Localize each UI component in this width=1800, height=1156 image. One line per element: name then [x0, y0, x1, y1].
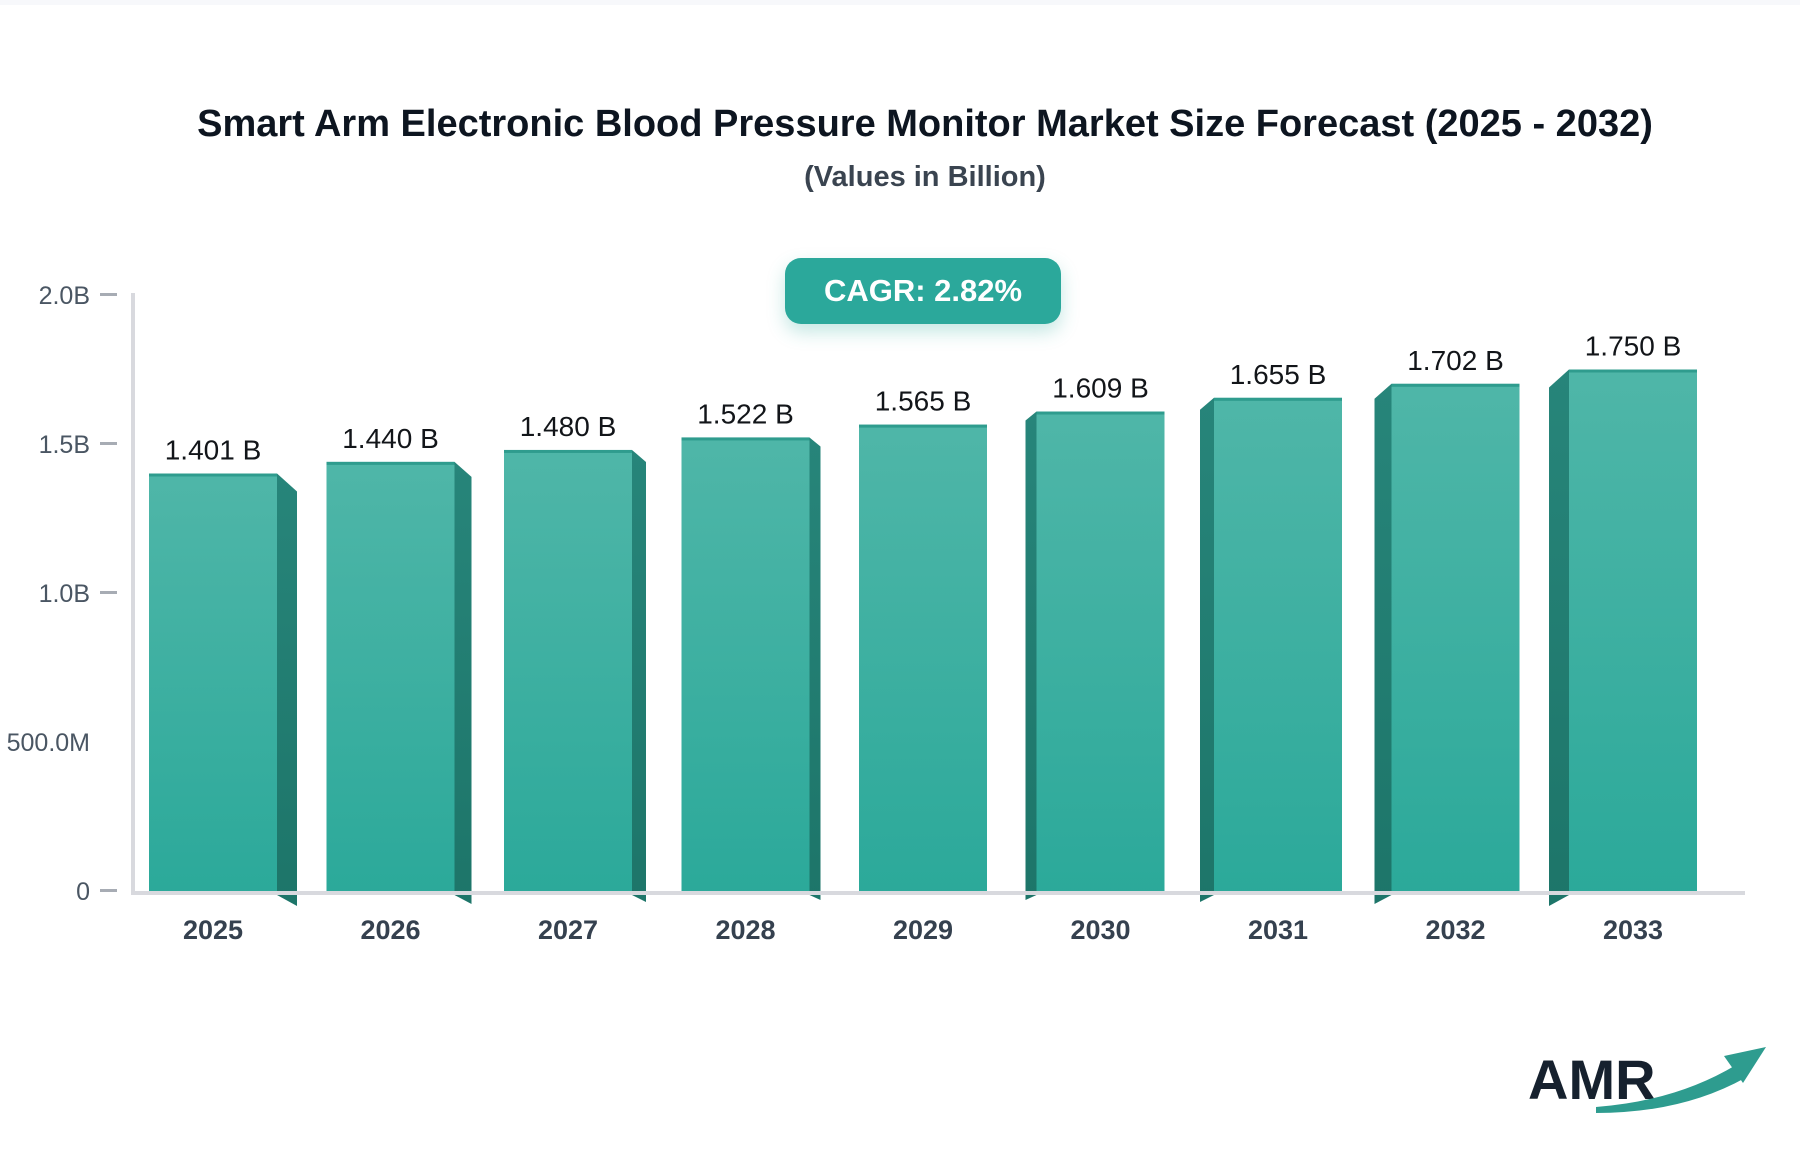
bar-2033: 1.750 B	[1549, 331, 1697, 906]
bar-2027: 1.480 B	[504, 411, 646, 902]
bar-value-label: 1.401 B	[165, 435, 262, 466]
bar-top-edge	[1036, 411, 1165, 415]
bar-side-face	[1549, 369, 1569, 906]
bar-side-face	[277, 473, 297, 906]
bar-top-edge	[681, 437, 810, 441]
cagr-badge-label: CAGR: 2.82%	[823, 273, 1023, 308]
bar-value-label: 1.702 B	[1407, 345, 1504, 376]
bar-front-face	[326, 461, 455, 895]
bar-value-label: 1.565 B	[875, 386, 972, 417]
bar-2030: 1.609 B	[1025, 373, 1165, 900]
bar-front-face	[681, 437, 810, 895]
bar-side-face	[809, 437, 821, 900]
bar-top-edge	[1214, 397, 1342, 401]
chart-subtitle: (Values in Billion)	[804, 160, 1046, 193]
bar-front-face	[1036, 411, 1165, 895]
bar-side-face	[1374, 383, 1392, 905]
bar-front-face	[149, 473, 277, 895]
bar-value-label: 1.750 B	[1585, 331, 1682, 362]
x-tick-label: 2025	[183, 915, 243, 945]
bar-top-edge	[859, 424, 987, 428]
bar-chart: 1.401 B 1.440 B 1.480 B 1.522 B 1.565 B 1.609…	[7, 282, 1745, 945]
bar-side-face	[454, 461, 472, 904]
amr-logo-arrow-icon	[1596, 1047, 1766, 1113]
y-tick-dash	[100, 591, 117, 594]
bar-value-label: 1.440 B	[342, 423, 439, 454]
x-axis-line	[131, 891, 1745, 895]
x-tick-label: 2027	[538, 915, 598, 945]
bar-top-edge	[149, 473, 277, 477]
bar-2028: 1.522 B	[681, 398, 821, 900]
bar-2031: 1.655 B	[1200, 359, 1342, 902]
x-tick-label: 2033	[1603, 915, 1663, 945]
bar-2025: 1.401 B	[149, 435, 297, 906]
y-tick-label: 1.0B	[39, 580, 90, 608]
y-tick-label: 0	[76, 878, 90, 906]
y-tick-label: 1.5B	[39, 431, 90, 459]
amr-logo: AMR	[1528, 1039, 1768, 1129]
bar-value-label: 1.609 B	[1052, 373, 1149, 404]
amr-logo-text: AMR	[1528, 1048, 1656, 1111]
bar-side-face	[1025, 411, 1037, 900]
bar-top-edge	[1391, 383, 1520, 387]
x-tick-label: 2031	[1248, 915, 1308, 945]
bar-2029: 1.565 B	[859, 386, 987, 895]
y-tick-dash	[100, 889, 117, 892]
bar-value-label: 1.655 B	[1230, 359, 1327, 390]
x-tick-label: 2026	[360, 915, 420, 945]
x-tick-label: 2029	[893, 915, 953, 945]
bar-value-label: 1.480 B	[520, 411, 617, 442]
y-axis-line	[131, 293, 135, 895]
bar-2032: 1.702 B	[1374, 345, 1520, 905]
y-tick-label: 2.0B	[39, 282, 90, 310]
bar-value-label: 1.522 B	[697, 398, 794, 429]
bar-side-face	[1200, 397, 1214, 902]
x-tick-label: 2032	[1425, 915, 1485, 945]
bar-front-face	[504, 449, 632, 895]
bar-side-face	[632, 449, 646, 902]
cagr-badge: CAGR: 2.82%	[785, 258, 1061, 324]
x-tick-label: 2028	[715, 915, 775, 945]
bar-top-edge	[504, 449, 632, 453]
bar-front-face	[1214, 397, 1342, 895]
x-tick-label: 2030	[1070, 915, 1130, 945]
y-tick-label: 500.0M	[7, 729, 90, 757]
bar-2026: 1.440 B	[326, 423, 472, 904]
chart-header: Smart Arm Electronic Blood Pressure Moni…	[50, 103, 1800, 194]
y-tick-dash	[100, 442, 117, 445]
bar-top-edge	[326, 461, 455, 465]
bar-front-face	[859, 424, 987, 895]
bar-front-face	[1569, 369, 1697, 895]
bar-front-face	[1391, 383, 1520, 895]
y-tick-dash	[100, 293, 117, 296]
chart-title: Smart Arm Electronic Blood Pressure Moni…	[197, 103, 1653, 145]
bar-top-edge	[1569, 369, 1697, 373]
